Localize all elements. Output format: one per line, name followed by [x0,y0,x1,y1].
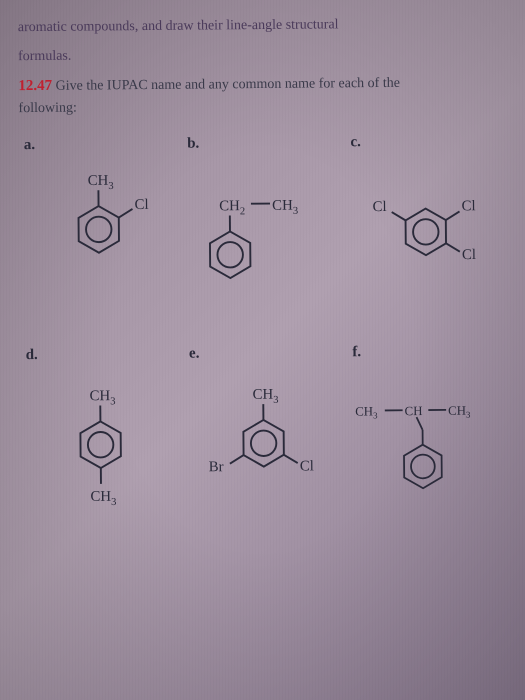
structure-e-svg: CH3 Cl Br [189,367,339,538]
structure-f-svg: CH3 CH CH3 [352,365,502,524]
a-ch3: CH [88,172,109,188]
structure-c-svg: Cl Cl Cl [351,154,501,314]
structure-b: b. CH2 CH3 [187,134,337,316]
label-c: c. [350,134,361,151]
d-ch3-top-sub: 3 [110,397,115,408]
problem-text-line2: following: [18,100,76,116]
formulas-text: formulas. [18,42,503,67]
problem-statement: 12.47 Give the IUPAC name and any common… [18,71,503,119]
b-ch3: CH [272,197,293,213]
problem-number: 12.47 [18,78,52,94]
label-e: e. [189,346,200,363]
f-ch3-r-sub: 3 [466,410,471,420]
d-ch3-bot: CH [90,489,111,505]
e-br: Br [209,460,224,476]
page-content: aromatic compounds, and draw their line-… [18,13,508,539]
f-ch3-l-sub: 3 [373,411,378,421]
structure-a-svg: CH3 Cl [24,157,174,317]
f-ch3-l: CH [355,405,373,419]
structure-e: e. CH3 Cl Br [189,345,339,538]
structure-f: f. CH3 CH CH3 [352,343,502,536]
label-d: d. [26,347,38,364]
a-ch3-sub: 3 [108,181,113,192]
d-ch3-top: CH [90,389,111,405]
problem-text-line1: Give the IUPAC name and any common name … [56,76,400,94]
c-cl-2: Cl [462,246,476,262]
c-cl-3: Cl [372,199,386,215]
c-cl-1: Cl [461,198,475,214]
b-ch3-sub: 3 [293,205,298,216]
svg-text:CH3: CH3 [448,404,471,420]
label-f: f. [352,345,361,362]
f-ch: CH [404,404,422,418]
svg-text:CH3: CH3 [90,388,116,407]
svg-text:CH3: CH3 [355,405,378,421]
svg-text:CH3: CH3 [88,172,114,191]
structure-b-svg: CH2 CH3 [187,156,337,316]
structure-a: a. CH3 Cl [24,135,174,317]
svg-text:CH3: CH3 [90,489,116,508]
svg-text:CH3: CH3 [272,197,298,216]
label-b: b. [187,135,199,152]
label-a: a. [24,136,35,153]
e-ch3-sub: 3 [274,395,279,406]
svg-text:CH3: CH3 [253,387,279,406]
svg-text:CH2: CH2 [219,198,245,217]
b-ch2: CH [219,198,240,214]
structure-d-svg: CH3 CH3 [26,368,176,539]
d-ch3-bot-sub: 3 [111,497,116,508]
structure-d: d. CH3 CH3 [26,346,176,539]
f-ch3-r: CH [448,404,466,418]
e-cl: Cl [300,459,314,475]
a-cl: Cl [134,196,148,212]
b-ch2-sub: 2 [240,206,245,217]
structures-grid: a. CH3 Cl b. [19,132,507,539]
structure-c: c. Cl Cl Cl [350,132,500,314]
e-ch3: CH [253,387,274,403]
header-partial-text: aromatic compounds, and draw their line-… [18,13,503,38]
